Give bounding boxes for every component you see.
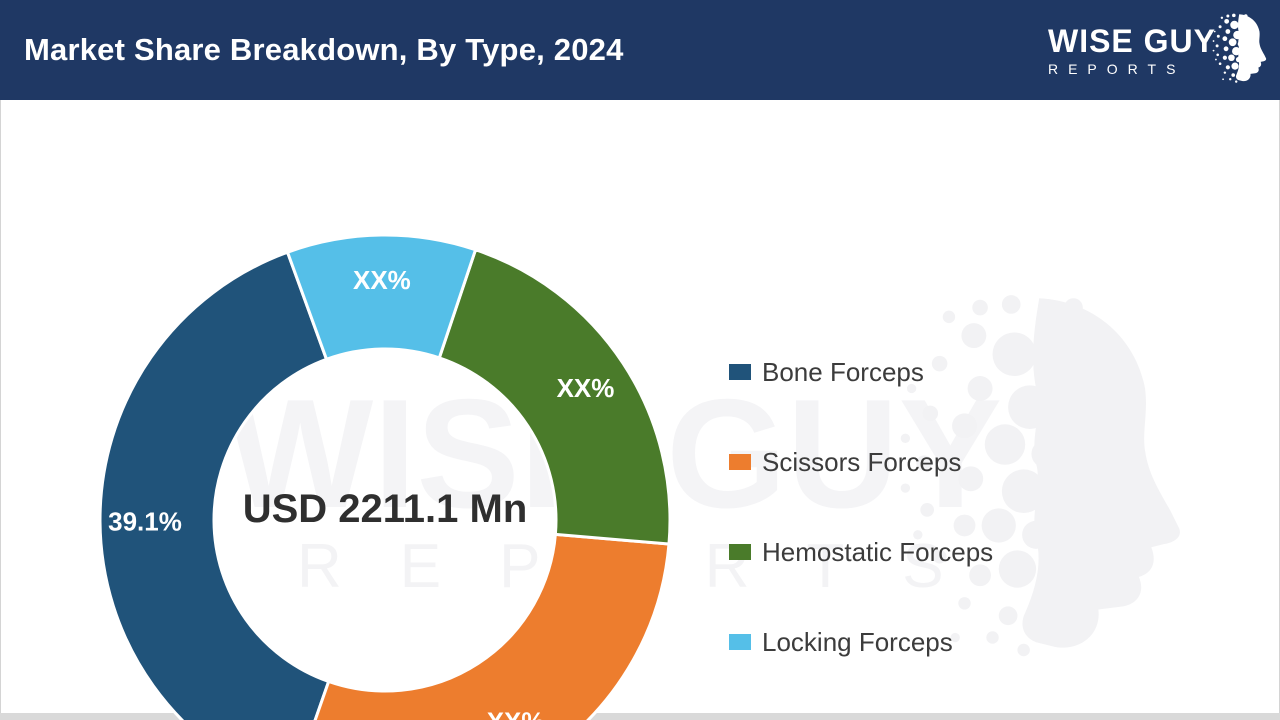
donut-segment-locking-forceps [286, 233, 478, 361]
donut-chart-svg: 39.1% XX% XX% XX% [98, 233, 672, 720]
legend-item-locking-forceps: Locking Forceps [729, 628, 993, 656]
head-profile-icon [1208, 13, 1268, 87]
slice-label-hemostatic-forceps: XX% [557, 373, 615, 403]
legend-label: Locking Forceps [762, 627, 953, 657]
slice-label-scissors-forceps: XX% [487, 706, 545, 720]
legend-label: Bone Forceps [762, 357, 924, 387]
legend: Bone Forceps Scissors Forceps Hemostatic F… [729, 358, 993, 656]
legend-label: Hemostatic Forceps [762, 537, 994, 567]
legend-swatch-icon [729, 454, 751, 470]
legend-item-bone-forceps: Bone Forceps [729, 358, 993, 386]
chart-area: WISE GUY REPORTS 39.1%XX%XX%XX% USD 2211… [0, 100, 1280, 720]
bottom-bar [0, 713, 1280, 720]
legend-item-scissors-forceps: Scissors Forceps [729, 448, 993, 476]
slice-label-bone-forceps: 39.1% [108, 507, 182, 537]
legend-label: Scissors Forceps [762, 447, 962, 477]
legend-swatch-icon [729, 634, 751, 650]
logo-text: WISE GUY REPORTS [1048, 25, 1216, 76]
donut-segment-scissors-forceps [313, 532, 671, 720]
donut-segment-bone-forceps [98, 250, 331, 720]
wise-guy-logo: WISE GUY REPORTS [1048, 13, 1268, 87]
legend-swatch-icon [729, 364, 751, 380]
logo-name: WISE GUY [1047, 22, 1216, 59]
legend-item-hemostatic-forceps: Hemostatic Forceps [729, 538, 993, 566]
center-value: USD 2211.1 Mn [242, 487, 528, 531]
slice-label-locking-forceps: XX% [353, 265, 411, 295]
logo-subtitle: REPORTS [1047, 60, 1186, 77]
legend-swatch-icon [729, 544, 751, 560]
header: Market Share Breakdown, By Type, 2024 WI… [0, 0, 1280, 100]
donut-segment-hemostatic-forceps [437, 248, 672, 546]
page-title: Market Share Breakdown, By Type, 2024 [24, 32, 624, 67]
